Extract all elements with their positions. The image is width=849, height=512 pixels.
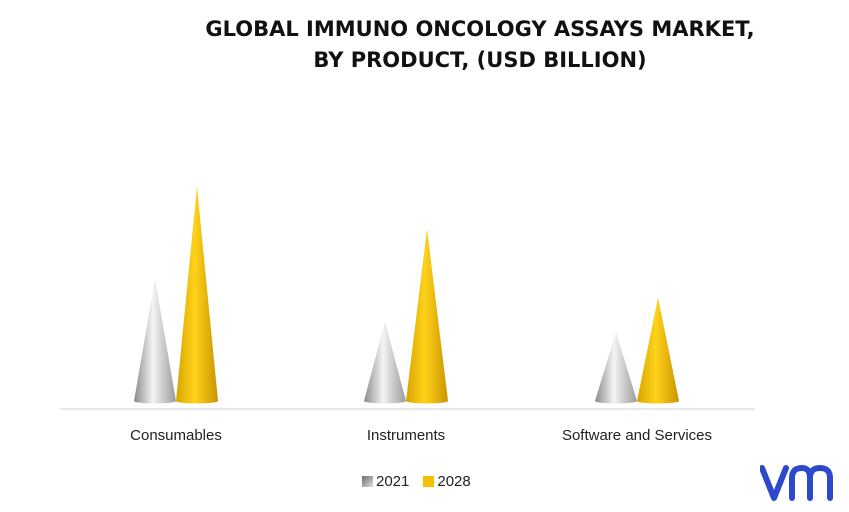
chart-title-line-2: BY PRODUCT, (USD BILLION) [313, 48, 647, 72]
cone-2021-instruments [364, 321, 406, 404]
cone-2021-consumables [134, 279, 176, 404]
chart-title: GLOBAL IMMUNO ONCOLOGY ASSAYS MARKET, BY… [130, 14, 830, 76]
legend: 2021 2028 [362, 473, 471, 490]
legend-item-2028: 2028 [423, 473, 471, 490]
cone-2021-software-and-services [595, 332, 637, 404]
legend-swatch-2021 [362, 476, 373, 487]
vmr-logo [760, 465, 833, 501]
category-label-consumables: Consumables [130, 427, 222, 444]
legend-swatch-2028 [423, 476, 435, 487]
cone-2028-software-and-services [637, 297, 679, 404]
legend-label-2028: 2028 [437, 473, 471, 490]
legend-label-2021: 2021 [376, 473, 410, 490]
category-label-instruments: Instruments [367, 427, 445, 444]
category-label-software-and-services: Software and Services [562, 427, 712, 444]
legend-item-2021: 2021 [362, 473, 409, 490]
chart-title-line-1: GLOBAL IMMUNO ONCOLOGY ASSAYS MARKET, [205, 17, 755, 41]
cone-2028-instruments [406, 228, 448, 404]
cone-2028-consumables [176, 186, 218, 404]
